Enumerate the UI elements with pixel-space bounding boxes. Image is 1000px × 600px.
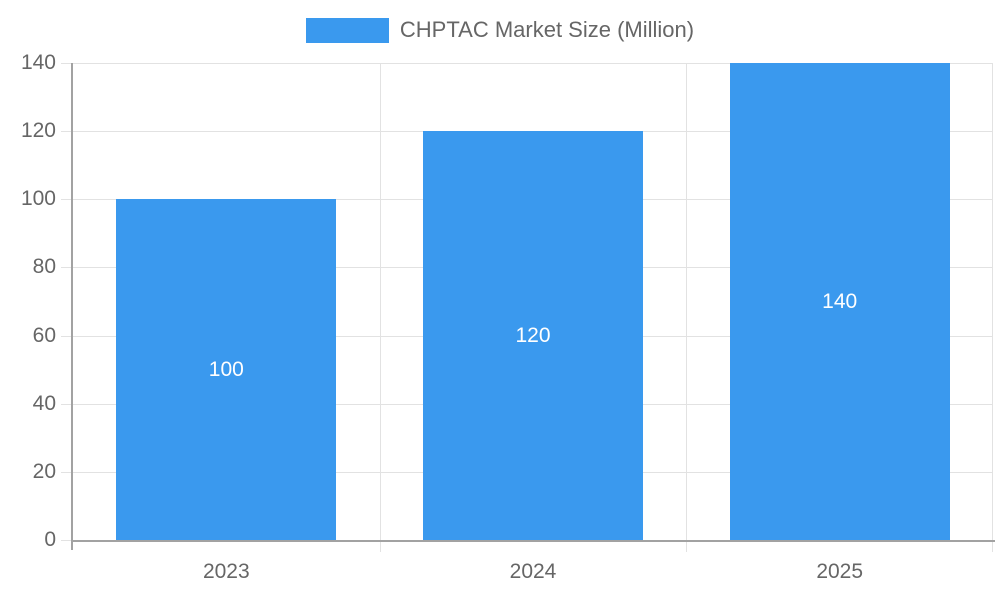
y-axis-tick-label: 20 [32,459,56,483]
y-tick-mark [61,199,71,201]
y-axis-tick-label: 40 [32,391,56,415]
y-tick-mark [61,63,71,64]
y-tick-mark [61,335,71,337]
legend-label: CHPTAC Market Size (Million) [399,17,695,42]
bar-value-label: 140 [822,289,858,313]
x-axis-category-label: 2024 [509,560,557,583]
y-tick-mark [61,471,71,473]
y-axis-tick-label: 100 [20,187,56,211]
legend[interactable]: CHPTAC Market Size (Million) [0,17,1000,43]
x-tick-mark [686,542,688,552]
x-axis-category-label: 2025 [816,560,864,583]
y-axis-tick-label: 140 [20,51,56,74]
x-tick-mark [379,542,381,552]
y-axis-tick-label: 60 [32,323,56,347]
plot-area: 100 120 140 [73,63,993,540]
bar-2024[interactable]: 120 [423,131,643,540]
bar-2025[interactable]: 140 [729,63,950,540]
y-axis-tick-label: 80 [32,255,56,279]
legend-swatch [305,17,389,43]
x-axis-category-label: 2023 [202,560,250,583]
y-tick-mark [61,131,71,133]
y-tick-mark [61,403,71,405]
bar-value-label: 100 [208,357,244,381]
y-tick-mark [61,267,71,269]
bar-2023[interactable]: 100 [116,199,337,540]
gridline-vertical [379,63,381,540]
x-tick-mark [992,542,993,552]
bar-value-label: 120 [515,323,551,347]
gridline-vertical [686,63,688,540]
y-tick-mark [61,540,71,541]
x-axis-line [71,540,995,542]
y-axis-tick-label: 0 [44,528,56,551]
y-axis-line [71,63,73,550]
y-axis-tick-label: 120 [20,119,56,143]
gridline-horizontal [73,63,993,64]
gridline-vertical [992,63,993,540]
